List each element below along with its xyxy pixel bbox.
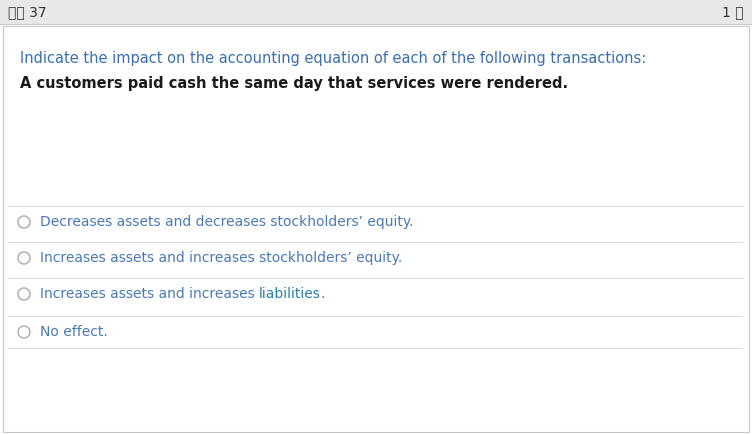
Text: 1 分: 1 分	[723, 5, 744, 19]
Text: Decreases assets and decreases stockholders’ equity.: Decreases assets and decreases stockhold…	[40, 215, 414, 229]
Text: Indicate the impact on the accounting equation of each of the following transact: Indicate the impact on the accounting eq…	[20, 51, 646, 66]
Text: 問題 37: 問題 37	[8, 5, 47, 19]
Text: Increases assets and increases stockholders’ equity.: Increases assets and increases stockhold…	[40, 251, 402, 265]
Text: .: .	[321, 287, 326, 301]
Bar	[0, 0, 752, 24]
Text: liabilities: liabilities	[259, 287, 321, 301]
Text: Increases assets and increases: Increases assets and increases	[40, 287, 259, 301]
Text: A customers paid cash the same day that services were rendered.: A customers paid cash the same day that …	[20, 76, 568, 91]
Text: No effect.: No effect.	[40, 325, 108, 339]
